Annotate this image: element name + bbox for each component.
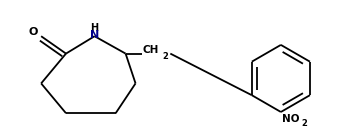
Text: NO: NO — [282, 114, 299, 124]
Text: N: N — [90, 30, 99, 40]
Text: 2: 2 — [162, 52, 168, 61]
Text: H: H — [90, 22, 99, 32]
Text: O: O — [29, 28, 38, 38]
Text: 2: 2 — [301, 119, 307, 128]
Text: CH: CH — [143, 45, 159, 55]
